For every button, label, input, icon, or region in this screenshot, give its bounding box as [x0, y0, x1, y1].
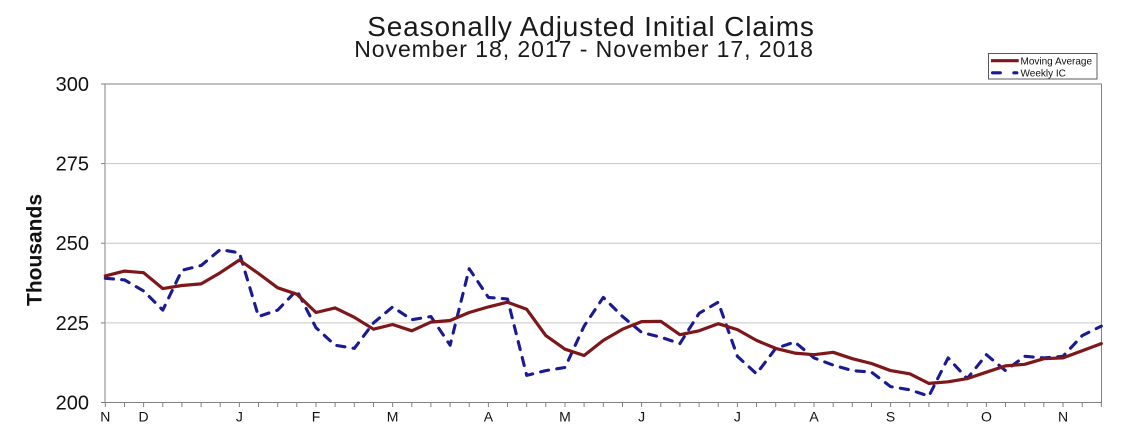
svg-text:250: 250	[56, 233, 89, 255]
svg-text:O: O	[981, 409, 992, 425]
svg-text:J: J	[236, 409, 243, 425]
svg-text:J: J	[638, 409, 645, 425]
svg-text:D: D	[139, 409, 149, 425]
svg-text:November 18, 2017 - November 1: November 18, 2017 - November 17, 2018	[354, 36, 814, 62]
svg-text:S: S	[886, 409, 895, 425]
svg-text:Thousands: Thousands	[24, 194, 47, 306]
svg-text:M: M	[387, 409, 399, 425]
svg-text:J: J	[734, 409, 741, 425]
svg-text:N: N	[100, 409, 110, 425]
svg-text:Seasonally Adjusted Initial Cl: Seasonally Adjusted Initial Claims	[367, 11, 815, 42]
svg-text:M: M	[559, 409, 571, 425]
svg-text:225: 225	[56, 313, 89, 335]
svg-text:200: 200	[56, 393, 89, 415]
svg-text:275: 275	[56, 154, 89, 176]
svg-text:Moving Average: Moving Average	[1021, 57, 1093, 68]
svg-text:A: A	[809, 409, 819, 425]
svg-text:300: 300	[56, 74, 89, 96]
svg-text:N: N	[1058, 409, 1068, 425]
svg-text:Weekly IC: Weekly IC	[1021, 69, 1066, 80]
svg-text:A: A	[484, 409, 494, 425]
svg-text:F: F	[312, 409, 321, 425]
